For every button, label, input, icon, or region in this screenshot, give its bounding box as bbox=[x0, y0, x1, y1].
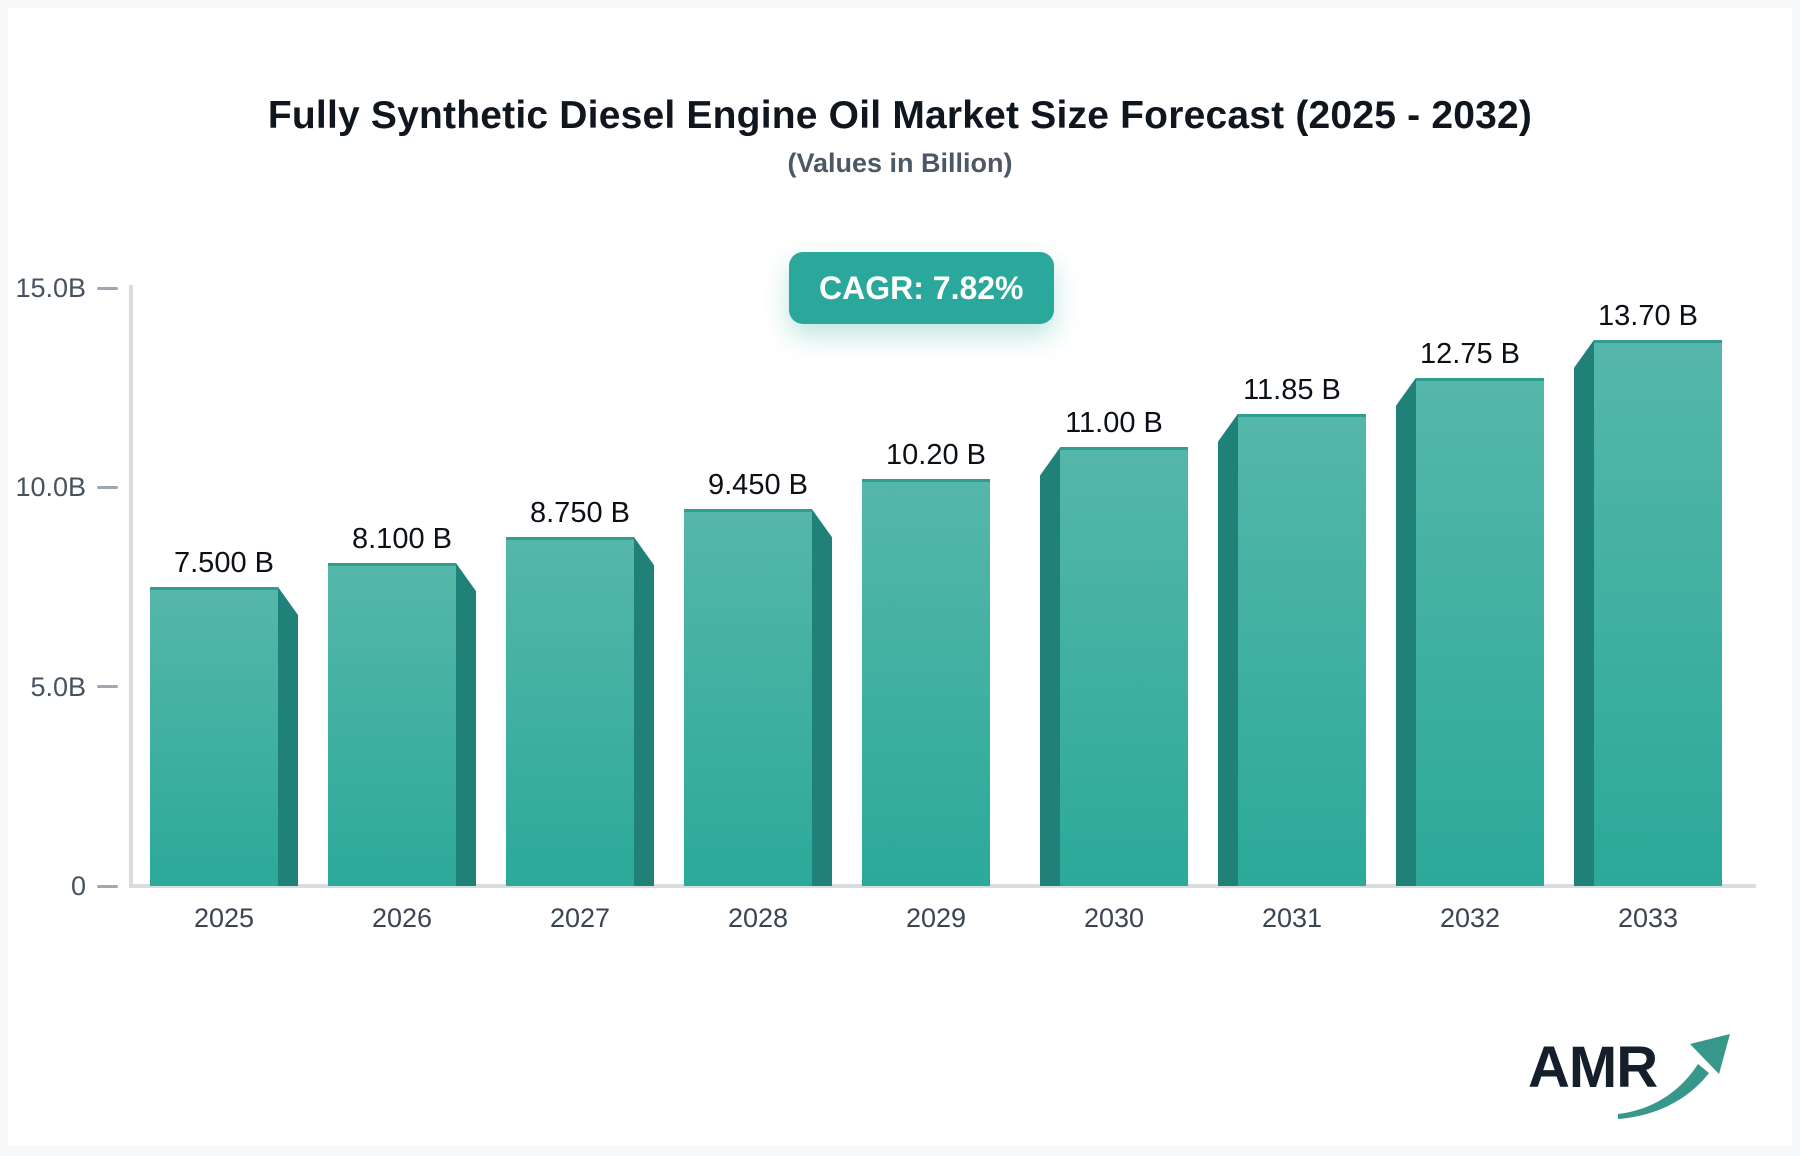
y-axis-tick bbox=[97, 286, 118, 290]
bar-2027 bbox=[506, 537, 634, 886]
bar-value-label: 11.00 B bbox=[1065, 407, 1163, 440]
bar-side-panel bbox=[1574, 339, 1594, 886]
bar-value-label: 9.450 B bbox=[708, 469, 808, 502]
amr-logo-text: AMR bbox=[1528, 1035, 1658, 1100]
x-axis-label: 2032 bbox=[1439, 903, 1501, 933]
x-axis-label: 2026 bbox=[371, 903, 433, 933]
y-axis-tick bbox=[97, 884, 118, 888]
bar-value-label: 7.500 B bbox=[174, 547, 274, 579]
x-axis-label: 2031 bbox=[1261, 903, 1323, 933]
bar-value-label: 13.70 B bbox=[1598, 299, 1698, 332]
growth-arrow-icon bbox=[1618, 1034, 1730, 1119]
x-axis-label: 2025 bbox=[193, 903, 255, 933]
y-axis-line bbox=[129, 285, 133, 888]
bar-2026 bbox=[328, 563, 456, 886]
bar-2025 bbox=[150, 587, 278, 886]
y-axis-tick bbox=[97, 685, 118, 689]
bar-side-panel bbox=[634, 537, 654, 886]
y-axis-tick bbox=[97, 485, 118, 489]
bar-2029 bbox=[862, 479, 990, 886]
bar-side-panel bbox=[456, 563, 476, 886]
cagr-badge: CAGR: 7.82% bbox=[789, 252, 1054, 324]
bar-side-panel bbox=[1396, 377, 1416, 886]
y-axis-label: 15.0B bbox=[15, 273, 86, 303]
amr-logo: AMR bbox=[1528, 1034, 1768, 1136]
y-axis-label: 10.0B bbox=[15, 472, 86, 503]
x-axis-label: 2029 bbox=[905, 903, 967, 933]
x-axis-label: 2027 bbox=[549, 903, 611, 933]
y-axis-label: 5.0B bbox=[30, 671, 86, 702]
bar-side-panel bbox=[1040, 447, 1060, 886]
x-axis-line bbox=[129, 884, 1756, 888]
x-axis-label: 2028 bbox=[727, 903, 789, 933]
page-title: Fully Synthetic Diesel Engine Oil Market… bbox=[267, 94, 1533, 137]
bar-value-label: 8.750 B bbox=[530, 497, 630, 530]
bar-2028 bbox=[684, 509, 812, 886]
bar-2031 bbox=[1238, 413, 1366, 886]
bar-side-panel bbox=[1218, 413, 1238, 886]
bar-2033 bbox=[1594, 339, 1722, 886]
bar-value-label: 12.75 B bbox=[1420, 337, 1520, 370]
bar-value-label: 10.20 B bbox=[886, 439, 986, 472]
bar-2030 bbox=[1060, 447, 1188, 886]
bar-side-panel bbox=[278, 587, 298, 886]
bar-value-label: 8.100 B bbox=[352, 523, 452, 556]
x-axis-label: 2033 bbox=[1617, 903, 1679, 933]
page-subtitle: (Values in Billion) bbox=[787, 148, 1013, 178]
x-axis-label: 2030 bbox=[1083, 903, 1145, 933]
bar-value-label: 11.85 B bbox=[1243, 373, 1341, 406]
bar-side-panel bbox=[812, 509, 832, 886]
bar-2032 bbox=[1416, 377, 1544, 886]
y-axis-label: 0 bbox=[70, 871, 86, 901]
